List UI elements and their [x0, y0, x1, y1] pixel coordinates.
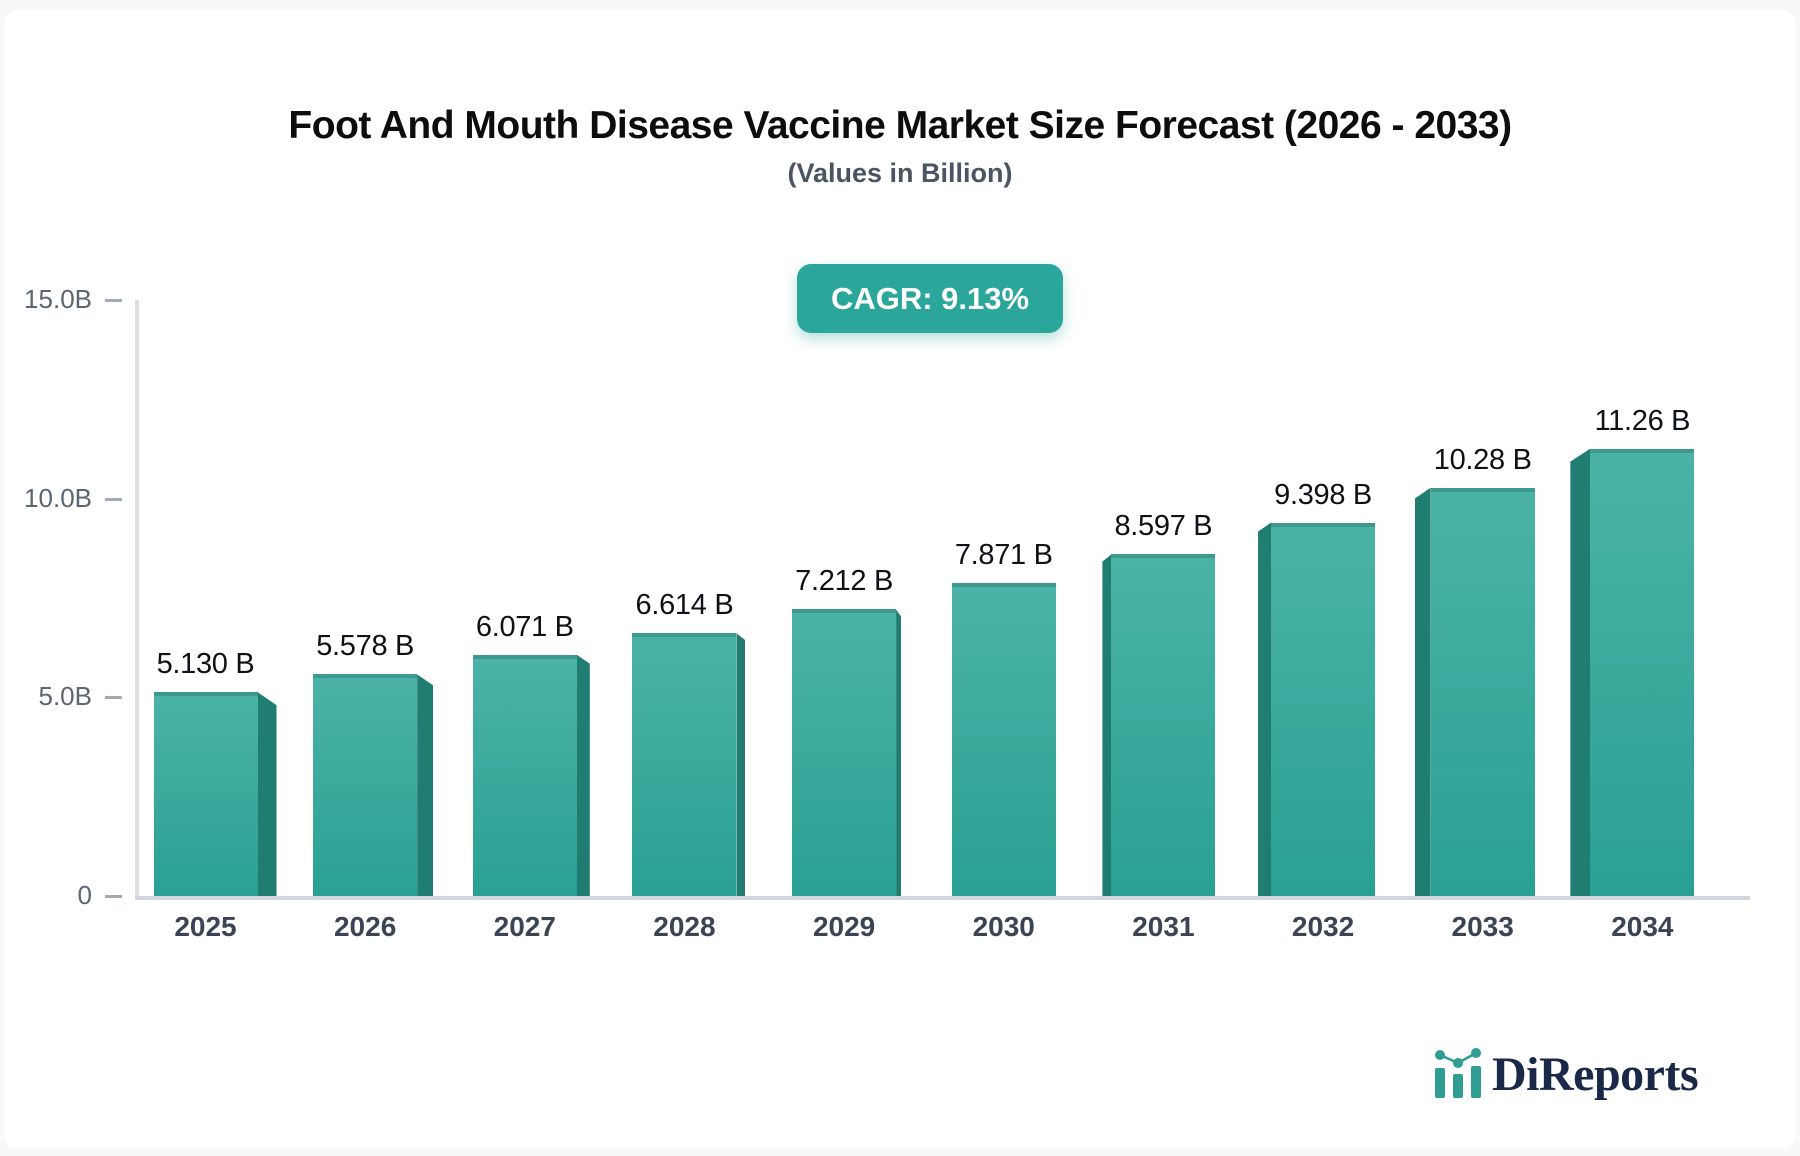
x-axis-label-2029: 2029 — [812, 911, 876, 942]
x-axis-label-2031: 2031 — [1132, 911, 1195, 942]
bar-2032 — [1271, 522, 1376, 896]
x-axis-label-2030: 2030 — [972, 911, 1035, 942]
bar-value-label-2034: 11.26 B — [1594, 404, 1691, 437]
chart-card: Foot And Mouth Disease Vaccine Market Si… — [4, 10, 1796, 1148]
y-axis-tick-label: 5.0B — [38, 681, 93, 712]
chart-title: Foot And Mouth Disease Vaccine Market Si… — [288, 104, 1512, 147]
y-axis-line — [135, 300, 139, 900]
chart-stage: Foot And Mouth Disease Vaccine Market Si… — [4, 10, 1796, 1148]
bar-2034 — [1590, 448, 1695, 896]
chart-subtitle: (Values in Billion) — [787, 158, 1013, 188]
x-axis-label-2026: 2026 — [333, 911, 397, 942]
bar-2027 — [472, 654, 577, 896]
bar-2033 — [1430, 487, 1535, 896]
y-axis-tick-dash — [105, 299, 122, 303]
bar-side-face-2032 — [1258, 522, 1272, 896]
y-axis-tick-dash — [105, 696, 122, 700]
x-axis-label-2032: 2032 — [1291, 911, 1355, 942]
logo-text: DiReports — [1492, 1048, 1699, 1101]
bar-side-face-2031 — [1102, 554, 1112, 896]
y-axis-tick-label: 10.0B — [24, 482, 92, 513]
y-axis-tick-dash — [105, 497, 122, 501]
bar-side-face-2034 — [1570, 448, 1591, 896]
bar-value-label-2033: 10.28 B — [1433, 443, 1532, 476]
bar-2025 — [153, 692, 258, 896]
bar-value-label-2026: 5.578 B — [316, 630, 415, 663]
bar-side-face-2033 — [1414, 487, 1431, 896]
y-axis-tick-label: 15.0B — [24, 284, 92, 315]
x-axis-label-2027: 2027 — [493, 911, 556, 942]
bar-value-label-2032: 9.398 B — [1274, 478, 1372, 511]
bar-side-face-2029 — [896, 609, 902, 896]
direports-logo: DiReports — [1432, 1044, 1699, 1105]
bar-value-label-2030: 7.871 B — [954, 539, 1053, 572]
bar-2030 — [951, 583, 1056, 896]
bar-side-face-2025 — [257, 692, 277, 896]
cagr-badge: CAGR: 9.13% — [797, 264, 1063, 333]
x-axis-label-2033: 2033 — [1451, 911, 1514, 942]
bar-2026 — [313, 674, 418, 896]
bar-value-label-2027: 6.071 B — [475, 610, 574, 643]
bar-2031 — [1111, 554, 1216, 896]
bar-2029 — [792, 609, 897, 896]
x-axis-label-2025: 2025 — [174, 911, 237, 942]
x-axis-label-2034: 2034 — [1611, 911, 1674, 942]
bar-value-label-2031: 8.597 B — [1114, 510, 1213, 543]
y-axis-tick-dash — [105, 895, 122, 898]
bar-side-face-2026 — [417, 674, 434, 896]
bar-value-label-2029: 7.212 B — [795, 565, 894, 598]
bar-value-label-2028: 6.614 B — [635, 589, 734, 622]
x-axis-line — [135, 896, 1750, 900]
x-axis-label-2028: 2028 — [653, 911, 716, 942]
bar-side-face-2028 — [736, 633, 746, 896]
y-axis-tick-label: 0 — [77, 880, 92, 910]
mini-bar-chart-logo-icon — [1432, 1044, 1484, 1105]
bar-2028 — [632, 633, 737, 896]
bar-side-face-2027 — [576, 654, 590, 896]
bar-value-label-2025: 5.130 B — [156, 648, 255, 681]
